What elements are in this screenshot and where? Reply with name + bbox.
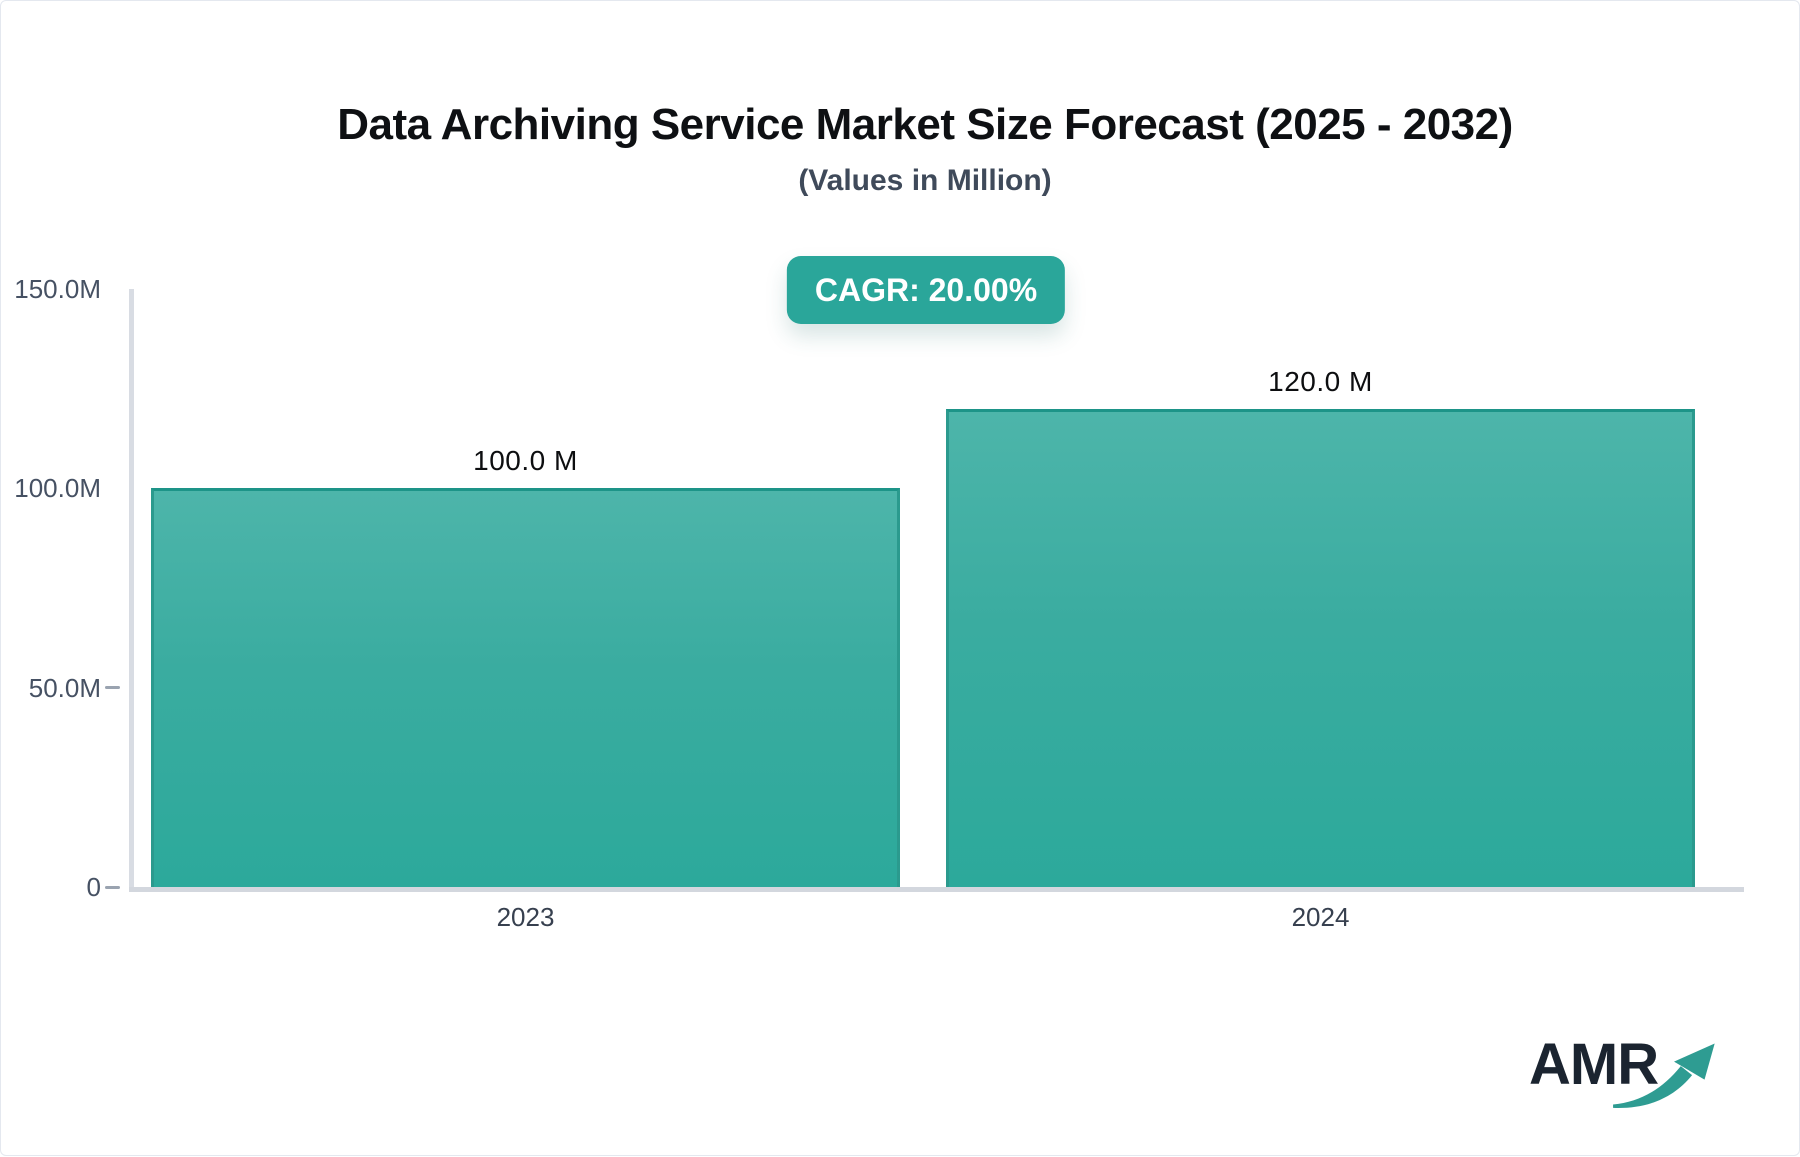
y-tick-dash <box>105 686 120 690</box>
amr-logo-text: AMR <box>1529 1032 1659 1097</box>
chart-subtitle: (Values in Million) <box>798 164 1052 197</box>
y-axis-line <box>129 289 134 891</box>
y-tick-label: 100.0M <box>14 473 101 504</box>
x-axis-line <box>129 887 1744 892</box>
bar-value-label: 120.0 M <box>1268 365 1373 397</box>
y-tick-dash <box>105 885 120 889</box>
bar-group-2023: 100.0 M 2023 <box>151 1 900 1157</box>
bar-2023 <box>151 488 900 887</box>
chart-header: Data Archiving Service Market Size Forec… <box>26 99 1800 199</box>
cagr-badge: CAGR: 20.00% <box>786 256 1066 324</box>
bar-value-label: 100.0 M <box>473 445 578 477</box>
x-tick-label: 2024 <box>1291 902 1350 932</box>
y-tick-label: 0 <box>86 872 101 902</box>
chart-title: Data Archiving Service Market Size Forec… <box>337 100 1513 149</box>
bar-2024 <box>946 408 1695 887</box>
bar-group-2024: 120.0 M 2024 <box>946 1 1695 1157</box>
y-tick-label: 150.0M <box>14 274 101 304</box>
y-tick-label: 50.0M <box>28 672 101 703</box>
amr-logo: AMR <box>1529 1029 1769 1119</box>
x-tick-label: 2023 <box>496 902 555 932</box>
growth-arrow-icon <box>1613 1043 1715 1108</box>
